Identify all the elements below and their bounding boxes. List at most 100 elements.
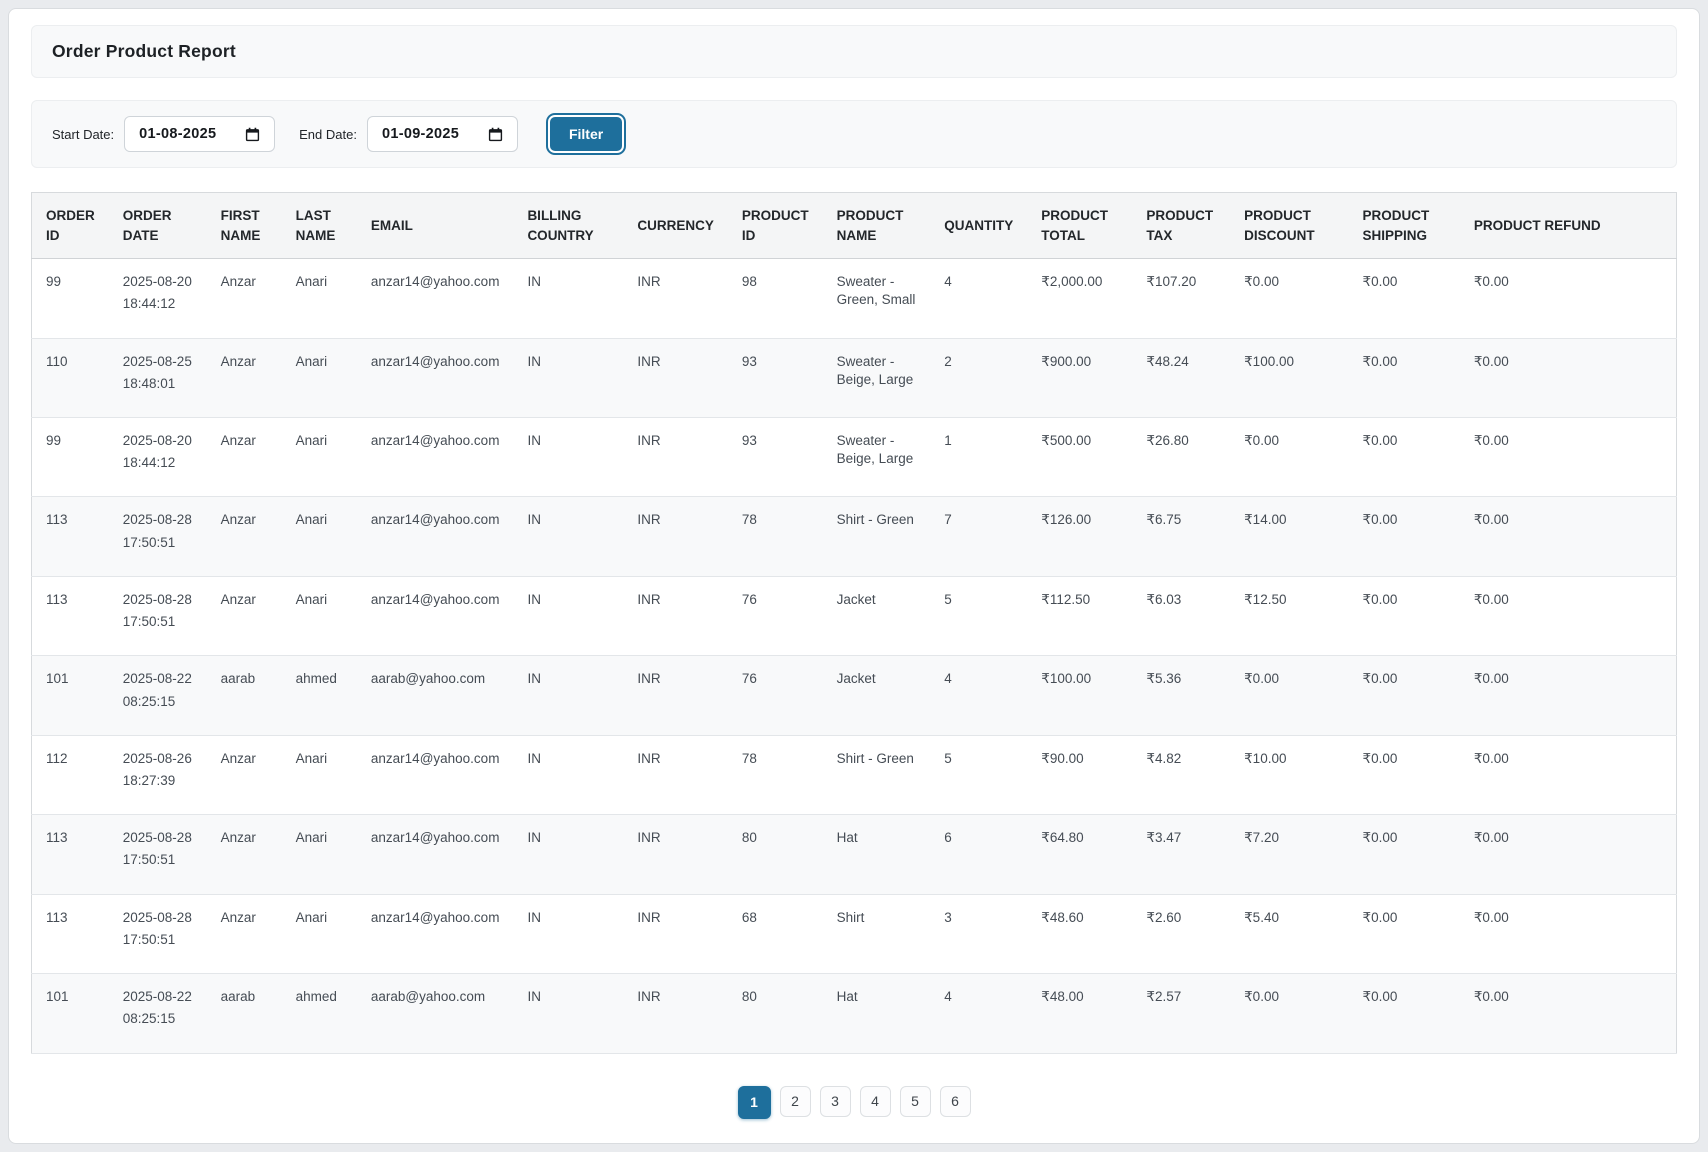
cell-order-date: 2025-08-25 18:48:01 [108, 338, 207, 419]
cell-first-name: Anzar [206, 814, 282, 895]
order-date-line: 2025-08-28 [122, 512, 192, 528]
cell-billing-country: IN [513, 496, 624, 577]
column-header: PRODUCT REFUND [1459, 191, 1677, 260]
column-header: BILLING COUNTRY [513, 191, 624, 260]
page-button-3[interactable]: 3 [819, 1085, 851, 1117]
cell-quantity: 6 [930, 814, 1028, 895]
cell-product-name: Jacket [822, 655, 931, 736]
start-date-field[interactable] [124, 116, 276, 152]
cell-last-name: Anari [281, 894, 357, 975]
cell-product-total: ₹64.80 [1027, 814, 1133, 895]
cell-product-refund: ₹0.00 [1459, 894, 1677, 975]
order-time-line: 18:44:12 [122, 296, 176, 312]
end-date-input[interactable] [381, 126, 474, 142]
cell-product-total: ₹112.50 [1027, 576, 1133, 657]
cell-currency: INR [623, 894, 728, 975]
page-button-6[interactable]: 6 [939, 1085, 971, 1117]
end-date-label: End Date: [299, 126, 357, 142]
cell-quantity: 4 [930, 973, 1028, 1054]
cell-first-name: aarab [206, 655, 282, 736]
cell-billing-country: IN [513, 973, 624, 1054]
cell-order-date: 2025-08-22 08:25:15 [108, 973, 207, 1054]
cell-currency: INR [623, 576, 728, 657]
cell-product-total: ₹2,000.00 [1027, 258, 1133, 339]
cell-product-name: Hat [822, 814, 931, 895]
end-date-field[interactable] [366, 116, 518, 152]
order-time-line: 18:44:12 [122, 455, 176, 471]
cell-product-tax: ₹2.60 [1132, 894, 1231, 975]
page-button-5[interactable]: 5 [899, 1085, 931, 1117]
order-time-line: 08:25:15 [122, 693, 176, 709]
cell-order-date: 2025-08-28 17:50:51 [108, 814, 207, 895]
cell-billing-country: IN [513, 735, 624, 816]
cell-product-id: 98 [727, 258, 823, 339]
column-header: FIRST NAME [206, 191, 282, 260]
page-button-1[interactable]: 1 [737, 1085, 771, 1119]
start-date-input[interactable] [139, 126, 232, 142]
cell-order-date: 2025-08-28 17:50:51 [108, 576, 207, 657]
cell-first-name: Anzar [206, 496, 282, 577]
page-button-2[interactable]: 2 [779, 1085, 811, 1117]
cell-product-id: 80 [727, 973, 823, 1054]
cell-product-id: 78 [727, 496, 823, 577]
column-header: ORDER ID [31, 191, 109, 260]
cell-currency: INR [623, 338, 728, 419]
order-time-line: 17:50:51 [122, 534, 176, 550]
cell-product-shipping: ₹0.00 [1348, 258, 1460, 339]
cell-product-total: ₹90.00 [1027, 735, 1133, 816]
page-title: Order Product Report [52, 41, 236, 61]
cell-quantity: 4 [930, 655, 1028, 736]
cell-currency: INR [623, 814, 728, 895]
cell-billing-country: IN [513, 576, 624, 657]
cell-last-name: Anari [281, 417, 357, 498]
page-button-4[interactable]: 4 [859, 1085, 891, 1117]
cell-product-id: 78 [727, 735, 823, 816]
cell-order-id: 113 [31, 894, 109, 975]
cell-product-total: ₹900.00 [1027, 338, 1133, 419]
table-row: 99 2025-08-20 18:44:12 Anzar Anari anzar14@ya… [31, 417, 1677, 498]
cell-quantity: 4 [930, 258, 1028, 339]
cell-first-name: Anzar [206, 417, 282, 498]
cell-product-name: Jacket [822, 576, 931, 657]
table-row: 113 2025-08-28 17:50:51 Anzar Anari anzar14@y… [31, 496, 1677, 577]
order-product-table: ORDER ID ORDER DATE FIRST NAME LAST NAME EMA… [31, 191, 1677, 1054]
cell-order-date: 2025-08-20 18:44:12 [108, 258, 207, 339]
start-date-label: Start Date: [52, 126, 115, 142]
cell-product-tax: ₹48.24 [1132, 338, 1231, 419]
column-header: PRODUCT TOTAL [1027, 191, 1133, 260]
cell-product-discount: ₹12.50 [1230, 576, 1349, 657]
column-header: PRODUCT TAX [1132, 191, 1231, 260]
order-time-line: 17:50:51 [122, 931, 176, 947]
cell-quantity: 5 [930, 735, 1028, 816]
table-row: 112 2025-08-26 18:27:39 Anzar Anari anzar14@y… [31, 735, 1677, 816]
cell-order-date: 2025-08-22 08:25:15 [108, 655, 207, 736]
filter-button[interactable]: Filter [547, 115, 625, 153]
cell-product-refund: ₹0.00 [1459, 735, 1677, 816]
cell-product-discount: ₹10.00 [1230, 735, 1349, 816]
cell-email: aarab@yahoo.com [356, 655, 514, 736]
cell-billing-country: IN [513, 655, 624, 736]
cell-billing-country: IN [513, 814, 624, 895]
table-header: ORDER ID ORDER DATE FIRST NAME LAST NAME EMA… [31, 191, 1677, 260]
cell-last-name: ahmed [281, 655, 357, 736]
cell-email: anzar14@yahoo.com [356, 576, 514, 657]
order-time-line: 17:50:51 [122, 614, 176, 630]
order-date-line: 2025-08-25 [122, 353, 192, 369]
cell-product-refund: ₹0.00 [1459, 655, 1677, 736]
calendar-icon[interactable] [488, 127, 503, 142]
calendar-icon[interactable] [245, 127, 260, 142]
cell-product-discount: ₹0.00 [1230, 258, 1349, 339]
order-date-line: 2025-08-28 [122, 591, 192, 607]
title-bar: Order Product Report [31, 25, 1677, 78]
cell-order-id: 110 [31, 338, 109, 419]
order-time-line: 08:25:15 [122, 1011, 176, 1027]
cell-quantity: 5 [930, 576, 1028, 657]
cell-product-refund: ₹0.00 [1459, 496, 1677, 577]
report-card: Order Product Report Start Date: End Dat… [8, 8, 1700, 1144]
cell-product-total: ₹48.60 [1027, 894, 1133, 975]
column-header: EMAIL [356, 191, 514, 260]
cell-order-id: 101 [31, 655, 109, 736]
column-header: PRODUCT DISCOUNT [1230, 191, 1349, 260]
cell-product-name: Sweater - Green, Small [822, 258, 931, 339]
table-row: 101 2025-08-22 08:25:15 aarab ahmed aarab@yah… [31, 655, 1677, 736]
